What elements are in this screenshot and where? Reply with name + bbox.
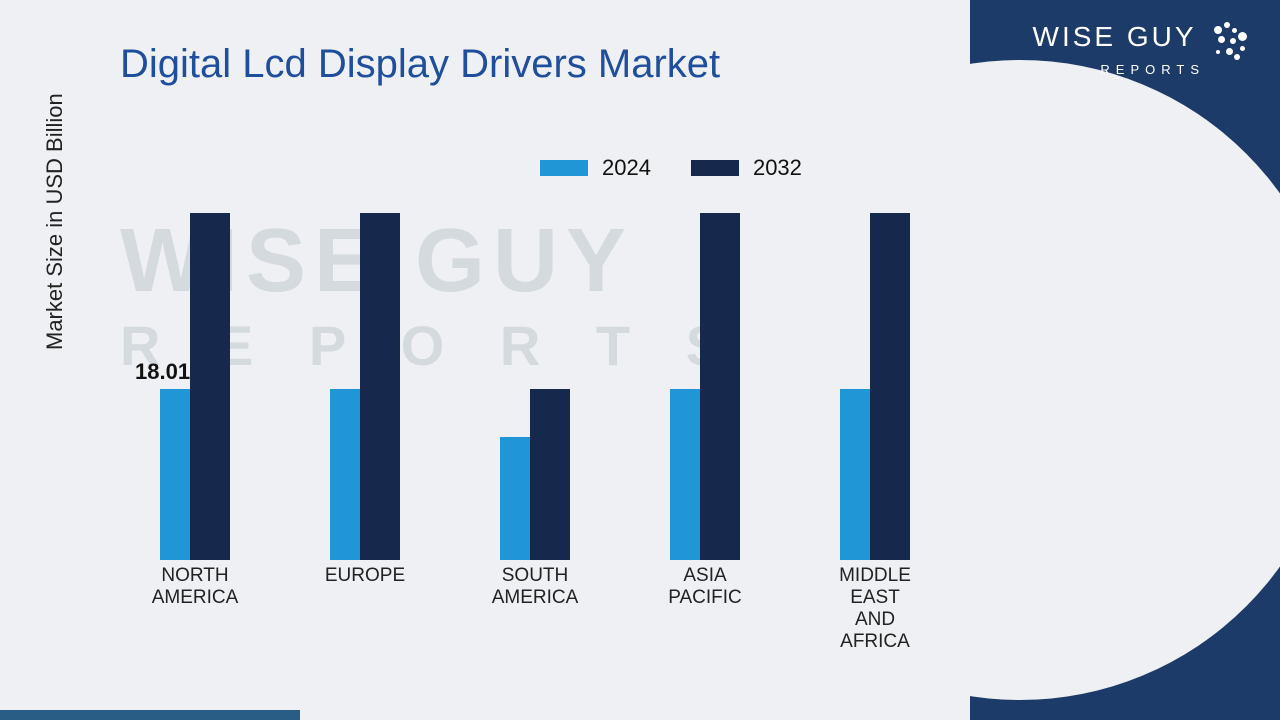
brand-head-icon <box>1210 20 1250 64</box>
x-axis-labels: NORTHAMERICA EUROPE SOUTHAMERICA ASIAPACIFI… <box>100 565 1000 685</box>
bar-group <box>500 389 570 560</box>
legend-swatch-2032 <box>691 160 739 176</box>
x-axis-label: SOUTHAMERICA <box>475 565 595 609</box>
legend-label-2024: 2024 <box>602 155 651 181</box>
bottom-accent-bar <box>0 710 300 720</box>
x-axis-label: NORTHAMERICA <box>135 565 255 609</box>
bar <box>190 213 230 560</box>
legend-swatch-2024 <box>540 160 588 176</box>
bar-group <box>840 213 910 560</box>
bar <box>700 213 740 560</box>
chart-canvas: WISE GUY REPORTS WISE GUY R E P O R T S … <box>0 0 1280 720</box>
brand-logo-sub: REPORTS <box>1033 62 1250 77</box>
legend-item-2024: 2024 <box>540 155 651 181</box>
y-axis-label: Market Size in USD Billion <box>42 93 68 350</box>
bar-group <box>670 213 740 560</box>
x-axis-label: MIDDLEEASTANDAFRICA <box>815 565 935 652</box>
bar <box>360 213 400 560</box>
legend: 2024 2032 <box>540 155 802 181</box>
bar-value-label: 18.01 <box>135 359 190 385</box>
brand-logo-main: WISE GUY <box>1033 21 1197 53</box>
legend-label-2032: 2032 <box>753 155 802 181</box>
bar-group <box>330 213 400 560</box>
chart-plot-area: 18.01 <box>100 180 1000 560</box>
chart-title: Digital Lcd Display Drivers Market <box>120 42 720 87</box>
bar-group <box>160 213 230 560</box>
brand-logo: WISE GUY REPORTS <box>1033 20 1250 77</box>
x-axis-label: ASIAPACIFIC <box>645 565 765 609</box>
legend-item-2032: 2032 <box>691 155 802 181</box>
bar <box>870 213 910 560</box>
x-axis-label: EUROPE <box>305 565 425 587</box>
bars-container: 18.01 <box>100 180 1000 560</box>
bar <box>530 389 570 560</box>
